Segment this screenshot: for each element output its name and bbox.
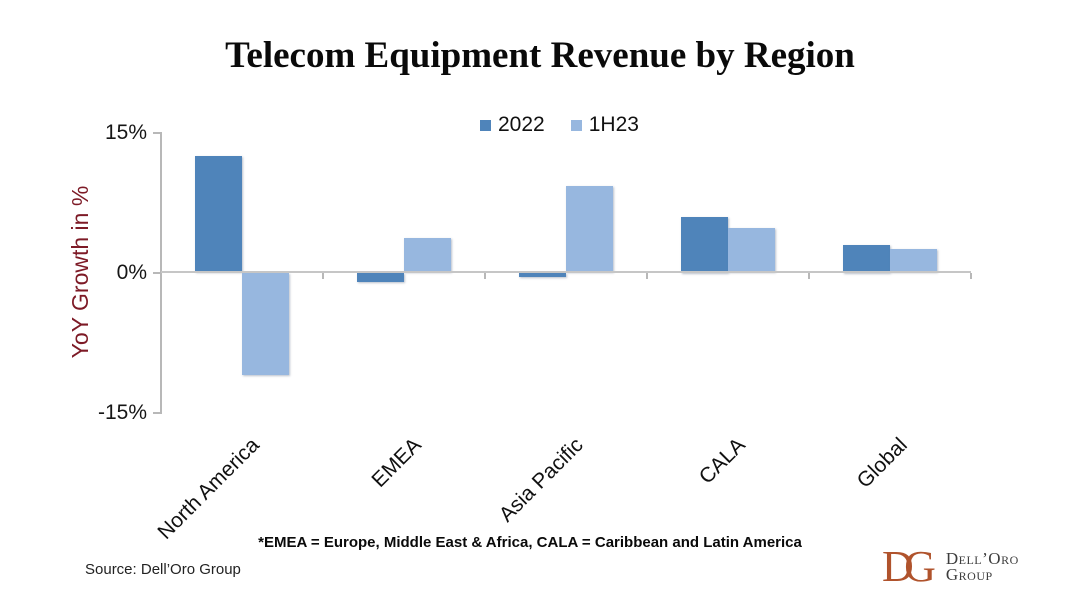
category-label-emea: EMEA xyxy=(367,433,426,492)
bar-1h23-cala xyxy=(728,227,775,273)
legend-item-1h23: 1H23 xyxy=(570,113,639,137)
x-tick-mark xyxy=(646,273,648,279)
bar-2022-north-america xyxy=(195,155,242,273)
footnote: *EMEA = Europe, Middle East & Africa, CA… xyxy=(258,534,802,551)
x-tick-mark xyxy=(484,273,486,279)
category-label-cala: CALA xyxy=(694,433,750,489)
delloro-monogram-icon: DG xyxy=(882,542,936,591)
y-tick-mark xyxy=(153,131,161,134)
chart-title: Telecom Equipment Revenue by Region xyxy=(225,35,855,76)
delloro-logo: DG Dell’Oro Group xyxy=(882,545,1019,589)
bar-1h23-asia-pacific xyxy=(566,185,613,273)
bar-1h23-north-america xyxy=(242,272,289,376)
y-tick-label: 15% xyxy=(104,120,147,144)
category-label-asia-pacific: Asia Pacific xyxy=(494,433,588,527)
y-tick-label: 0% xyxy=(116,260,147,284)
x-axis-baseline xyxy=(161,271,971,273)
x-tick-mark xyxy=(808,273,810,279)
legend-item-2022: 2022 xyxy=(480,113,545,137)
logo-name-line1: Dell’Oro xyxy=(945,549,1019,568)
x-tick-mark xyxy=(322,273,324,279)
bar-2022-cala xyxy=(681,216,728,273)
bar-2022-asia-pacific xyxy=(519,272,566,278)
chart-legend: 2022 1H23 xyxy=(480,113,639,137)
legend-label: 1H23 xyxy=(588,113,639,136)
bar-1h23-emea xyxy=(404,237,451,273)
y-tick-mark xyxy=(153,411,161,414)
bar-2022-global xyxy=(843,244,890,273)
source-label: Source: Dell’Oro Group xyxy=(85,561,241,578)
y-tick-mark xyxy=(153,271,161,274)
logo-name-line2: Group xyxy=(945,565,993,584)
legend-swatch-icon xyxy=(480,119,491,131)
y-tick-label: -15% xyxy=(97,400,147,424)
legend-label: 2022 xyxy=(498,113,545,136)
bar-1h23-global xyxy=(890,249,937,273)
x-tick-mark xyxy=(970,273,972,279)
y-axis-line xyxy=(160,132,162,414)
legend-swatch-icon xyxy=(570,119,582,131)
bar-2022-emea xyxy=(357,272,404,282)
delloro-wordmark: Dell’Oro Group xyxy=(945,549,1019,584)
